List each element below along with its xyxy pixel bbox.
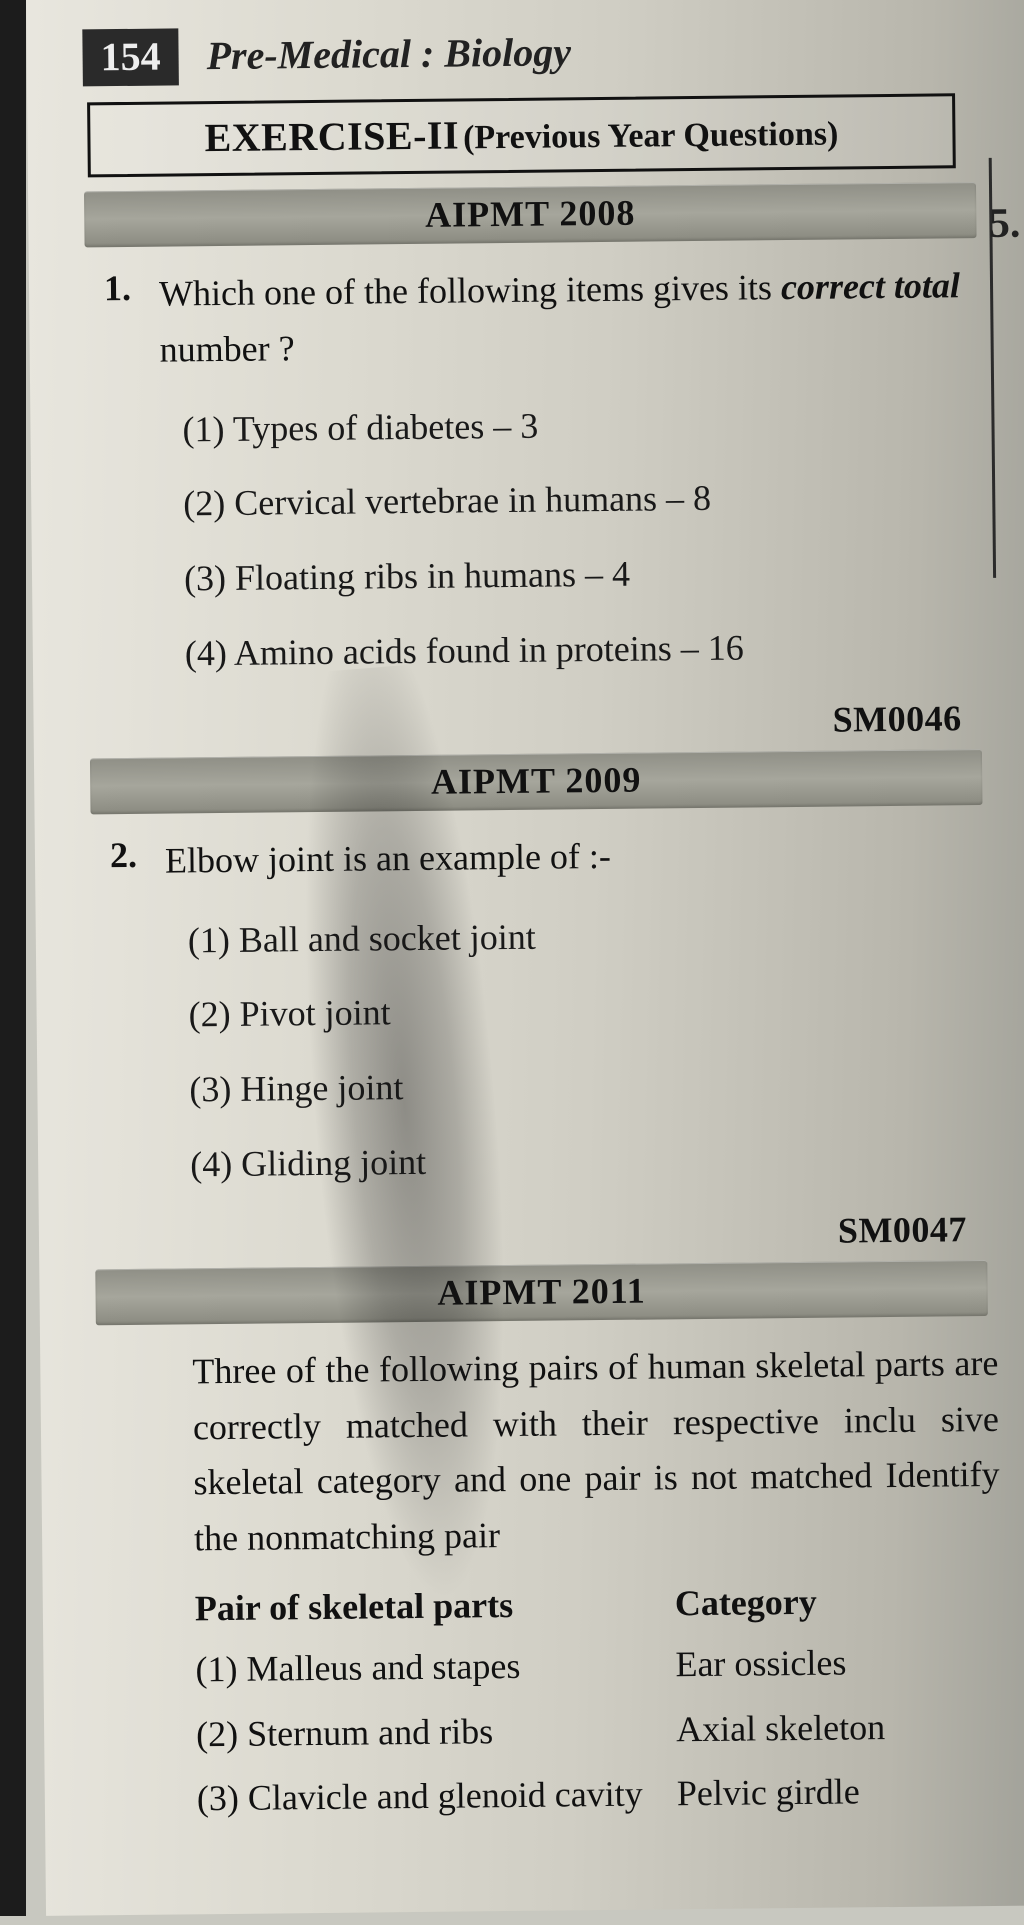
year-banner-2011: AIPMT 2011 <box>95 1260 988 1325</box>
exercise-title: EXERCISE-II <box>204 112 459 160</box>
pair-header-right: Category <box>675 1579 1001 1624</box>
q1-emphasis-correct: correct <box>781 266 885 307</box>
option: (1) Types of diabetes – 3 <box>182 398 988 453</box>
question-code: SM0046 <box>89 697 961 748</box>
pair-right: Ear ossicles <box>675 1637 1001 1689</box>
pair-left: (1) Malleus and stapes <box>195 1640 675 1694</box>
question-2-options: (1) Ball and socket joint (2) Pivot join… <box>188 908 997 1188</box>
year-banner-2009: AIPMT 2009 <box>90 749 983 814</box>
pair-left: (2) Sternum and ribs <box>196 1705 676 1759</box>
year-banner-2008: AIPMT 2008 <box>84 182 977 247</box>
q1-mid <box>885 266 894 306</box>
pair-right: Axial skeleton <box>676 1701 1002 1753</box>
q1-emphasis-total: total <box>894 265 960 306</box>
page-title: Pre-Medical : Biology <box>206 28 571 79</box>
pair-list: (1) Malleus and stapes Ear ossicles (2) … <box>195 1637 1003 1823</box>
page-header: 154 Pre-Medical : Biology <box>82 20 985 86</box>
option: (2) Pivot joint <box>188 983 994 1038</box>
option: (3) Floating ribs in humans – 4 <box>184 547 990 602</box>
pair-header-left: Pair of skeletal parts <box>195 1582 675 1629</box>
pair-row: (3) Clavicle and glenoid cavity Pelvic g… <box>197 1766 1003 1823</box>
question-number: 1. <box>85 267 131 309</box>
question-number: 2. <box>91 834 137 876</box>
q1-pre: Which one of the following items gives i… <box>159 267 781 314</box>
q1-post: number ? <box>159 328 294 369</box>
option: (1) Ball and socket joint <box>188 908 994 963</box>
adjacent-question-number: 5. <box>989 200 1021 248</box>
exercise-bar: EXERCISE-II (Previous Year Questions) <box>87 93 956 177</box>
question-text: Which one of the following items gives i… <box>159 258 988 378</box>
question-1-options: (1) Types of diabetes – 3 (2) Cervical v… <box>182 398 991 678</box>
option: (4) Gliding joint <box>190 1133 996 1188</box>
option: (2) Cervical vertebrae in humans – 8 <box>183 472 989 527</box>
pair-left: (3) Clavicle and glenoid cavity <box>197 1769 677 1823</box>
page-surface: 154 Pre-Medical : Biology EXERCISE-II (P… <box>26 0 1024 1916</box>
pair-header: Pair of skeletal parts Category <box>195 1579 1001 1629</box>
page-number: 154 <box>82 28 179 86</box>
pair-right: Pelvic girdle <box>677 1766 1003 1818</box>
exercise-subtitle: (Previous Year Questions) <box>463 116 839 157</box>
question-code: SM0047 <box>95 1208 967 1259</box>
question-1: 1. Which one of the following items give… <box>85 258 988 379</box>
option: (4) Amino acids found in proteins – 16 <box>185 622 991 677</box>
pair-row: (1) Malleus and stapes Ear ossicles <box>195 1637 1001 1694</box>
pair-row: (2) Sternum and ribs Axial skeleton <box>196 1701 1002 1758</box>
question-text: Elbow joint is an example of :- <box>165 825 994 889</box>
question-3-text: Three of the following pairs of human sk… <box>192 1336 1000 1568</box>
option: (3) Hinge joint <box>189 1058 995 1113</box>
question-2: 2. Elbow joint is an example of :- <box>91 825 994 890</box>
page-left-edge <box>0 0 26 1916</box>
